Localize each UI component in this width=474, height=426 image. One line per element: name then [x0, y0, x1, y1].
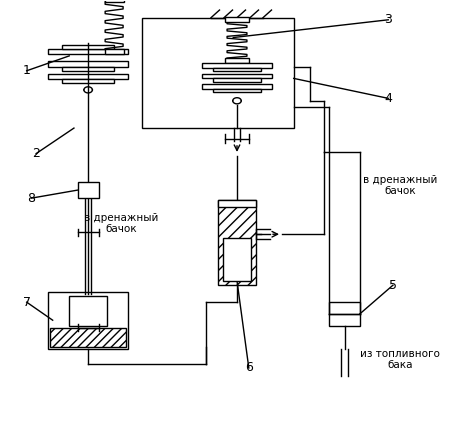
Text: в дренажный
бачок: в дренажный бачок	[363, 175, 437, 196]
Text: 7: 7	[23, 296, 31, 309]
Bar	[225, 17, 249, 22]
Text: 1: 1	[23, 64, 31, 77]
Text: 5: 5	[389, 279, 397, 292]
Bar	[48, 74, 128, 79]
Text: 8: 8	[27, 192, 36, 204]
Bar	[78, 182, 99, 198]
Bar	[201, 84, 273, 89]
Bar	[48, 49, 128, 54]
Bar	[50, 328, 126, 347]
Bar	[105, 0, 124, 2]
Text: 4: 4	[384, 92, 392, 105]
Bar	[329, 302, 360, 325]
Bar	[48, 291, 128, 349]
Bar	[213, 78, 261, 82]
Text: 2: 2	[32, 147, 40, 160]
Bar	[48, 61, 128, 66]
Bar	[69, 296, 107, 325]
Bar	[201, 74, 273, 78]
Bar	[105, 49, 124, 54]
Bar	[213, 68, 261, 71]
Text: 6: 6	[245, 362, 253, 374]
Bar	[62, 66, 114, 71]
Bar	[218, 200, 256, 207]
Bar	[218, 200, 256, 285]
Text: в дренажный
бачок: в дренажный бачок	[84, 213, 158, 234]
Bar	[223, 239, 251, 281]
Bar	[201, 63, 273, 68]
Bar	[213, 89, 261, 92]
Bar	[62, 79, 114, 83]
Bar	[62, 45, 114, 49]
Text: 3: 3	[384, 13, 392, 26]
Text: из топливного
бака: из топливного бака	[360, 349, 440, 370]
Bar	[225, 58, 249, 63]
Bar	[143, 17, 294, 128]
